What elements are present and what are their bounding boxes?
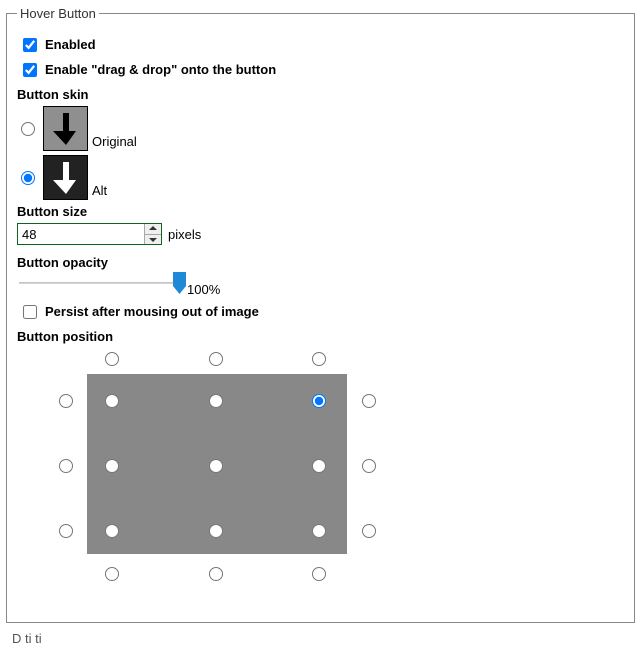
- pos-radio-4-1[interactable]: [105, 567, 119, 581]
- opacity-value-label: 100%: [187, 282, 220, 297]
- pos-radio-2-2[interactable]: [209, 459, 223, 473]
- group-title: Hover Button: [17, 6, 99, 21]
- size-input-wrap: [17, 223, 162, 245]
- chevron-down-icon: [149, 237, 157, 242]
- pos-radio-4-3[interactable]: [312, 567, 326, 581]
- pos-radio-1-1[interactable]: [105, 394, 119, 408]
- pos-radio-1-4[interactable]: [362, 394, 376, 408]
- pos-radio-3-1[interactable]: [105, 524, 119, 538]
- pos-radio-2-1[interactable]: [105, 459, 119, 473]
- pos-radio-1-3[interactable]: [312, 394, 326, 408]
- position-grid: [37, 352, 397, 602]
- pos-radio-3-2[interactable]: [209, 524, 223, 538]
- down-arrow-icon: [53, 111, 79, 147]
- skin-section-label: Button skin: [17, 87, 622, 102]
- persist-checkbox[interactable]: [23, 305, 37, 319]
- size-unit-label: pixels: [168, 227, 201, 242]
- spinner-up-button[interactable]: [145, 224, 161, 234]
- size-spinner: [144, 224, 161, 244]
- pos-radio-3-0[interactable]: [59, 524, 73, 538]
- dragdrop-checkbox[interactable]: [23, 63, 37, 77]
- pos-radio-2-4[interactable]: [362, 459, 376, 473]
- persist-label: Persist after mousing out of image: [45, 304, 259, 319]
- opacity-slider[interactable]: [19, 274, 179, 292]
- cutoff-label: D ti ti: [12, 631, 635, 646]
- slider-thumb[interactable]: [173, 272, 186, 294]
- pos-radio-0-2[interactable]: [209, 352, 223, 366]
- position-section-label: Button position: [17, 329, 622, 344]
- skin-original-thumb: [43, 106, 88, 151]
- dragdrop-label: Enable "drag & drop" onto the button: [45, 62, 276, 77]
- pos-radio-1-2[interactable]: [209, 394, 223, 408]
- pos-radio-4-2[interactable]: [209, 567, 223, 581]
- enabled-label: Enabled: [45, 37, 96, 52]
- size-section-label: Button size: [17, 204, 622, 219]
- slider-track: [19, 282, 179, 284]
- down-arrow-icon: [53, 160, 79, 196]
- pos-radio-0-1[interactable]: [105, 352, 119, 366]
- skin-alt-label: Alt: [92, 183, 107, 200]
- pos-radio-0-3[interactable]: [312, 352, 326, 366]
- skin-original-label: Original: [92, 134, 137, 151]
- slider-thumb-icon: [173, 272, 186, 294]
- skin-alt-radio[interactable]: [21, 171, 35, 185]
- enabled-checkbox[interactable]: [23, 38, 37, 52]
- hover-button-group: Hover Button Enabled Enable "drag & drop…: [6, 6, 635, 623]
- pos-radio-2-3[interactable]: [312, 459, 326, 473]
- skin-original-radio[interactable]: [21, 122, 35, 136]
- chevron-up-icon: [149, 226, 157, 231]
- pos-radio-2-0[interactable]: [59, 459, 73, 473]
- spinner-down-button[interactable]: [145, 234, 161, 245]
- size-input[interactable]: [18, 224, 144, 244]
- skin-alt-thumb: [43, 155, 88, 200]
- pos-radio-3-4[interactable]: [362, 524, 376, 538]
- pos-radio-3-3[interactable]: [312, 524, 326, 538]
- pos-radio-1-0[interactable]: [59, 394, 73, 408]
- opacity-section-label: Button opacity: [17, 255, 622, 270]
